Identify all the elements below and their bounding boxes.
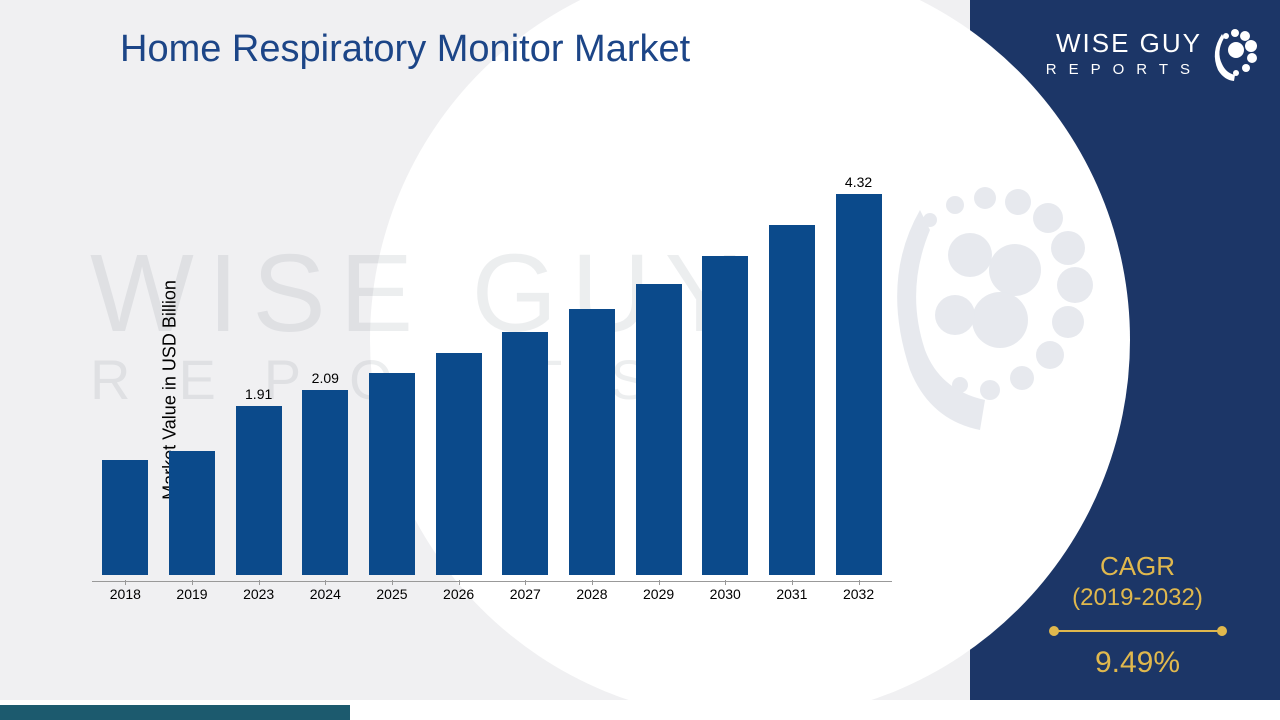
bar-wrap xyxy=(492,332,559,575)
bar-wrap: 1.91 xyxy=(225,386,292,575)
brand-logo: WISE GUY REPORTS xyxy=(1046,28,1260,78)
logo-head-icon xyxy=(1208,26,1260,84)
bar-wrap xyxy=(359,373,426,575)
bottom-accent-bar xyxy=(0,705,350,720)
bar-wrap xyxy=(159,451,226,575)
x-axis-line xyxy=(92,581,892,582)
bar xyxy=(636,284,682,575)
plot-area: 1.91 2.09 4.32 xyxy=(92,160,892,575)
cagr-value: 9.49% xyxy=(1015,646,1260,680)
logo-top-text: WISE GUY xyxy=(1046,28,1202,59)
cagr-divider xyxy=(1053,630,1223,632)
x-tick-label: 2024 xyxy=(292,586,359,620)
bar-wrap xyxy=(759,225,826,575)
x-tick-label: 2032 xyxy=(825,586,892,620)
bars-container: 1.91 2.09 4.32 xyxy=(92,160,892,575)
bar-wrap: 2.09 xyxy=(292,370,359,575)
logo-bottom-text: REPORTS xyxy=(1046,61,1202,78)
bar xyxy=(302,390,348,575)
x-tick-label: 2028 xyxy=(559,586,626,620)
x-tick-label: 2023 xyxy=(225,586,292,620)
cagr-label: CAGR xyxy=(1015,551,1260,582)
bar xyxy=(369,373,415,575)
bar xyxy=(169,451,215,575)
bar-value-label: 2.09 xyxy=(312,370,339,386)
chart-title: Home Respiratory Monitor Market xyxy=(120,28,690,71)
bar-value-label: 1.91 xyxy=(245,386,272,402)
bar xyxy=(769,225,815,575)
bar xyxy=(102,460,148,575)
x-tick-label: 2030 xyxy=(692,586,759,620)
cagr-block: CAGR (2019-2032) 9.49% xyxy=(1015,551,1260,680)
x-tick-label: 2025 xyxy=(359,586,426,620)
bar xyxy=(436,353,482,575)
bar xyxy=(569,309,615,575)
bar-wrap xyxy=(625,284,692,575)
bar-wrap: 4.32 xyxy=(825,174,892,575)
bar-wrap xyxy=(559,309,626,575)
x-tick-label: 2026 xyxy=(425,586,492,620)
x-tick-label: 2027 xyxy=(492,586,559,620)
chart-region: Market Value in USD Billion 1.912.094.32… xyxy=(50,160,890,620)
bar-wrap xyxy=(92,460,159,575)
cagr-period: (2019-2032) xyxy=(1015,584,1260,612)
x-tick-label: 2031 xyxy=(759,586,826,620)
x-tick-label: 2029 xyxy=(625,586,692,620)
x-tick-label: 2019 xyxy=(159,586,226,620)
x-tick-label: 2018 xyxy=(92,586,159,620)
bar xyxy=(836,194,882,575)
page-root: WISE GUY REPORTS Home Respiratory Monito… xyxy=(0,0,1280,720)
x-ticks-container: 2018201920232024202520262027202820292030… xyxy=(92,586,892,620)
bar-wrap xyxy=(692,256,759,575)
bar-value-label: 4.32 xyxy=(845,174,872,190)
bar xyxy=(236,406,282,575)
bar xyxy=(702,256,748,575)
bar xyxy=(502,332,548,575)
bar-wrap xyxy=(425,353,492,575)
